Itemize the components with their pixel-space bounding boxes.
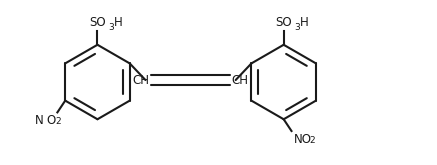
Text: H: H <box>114 16 123 29</box>
Text: SO: SO <box>275 16 292 29</box>
Text: CH: CH <box>132 74 149 87</box>
Text: H: H <box>300 16 309 29</box>
Text: 3: 3 <box>295 23 300 32</box>
Text: O: O <box>46 114 55 127</box>
Text: N: N <box>35 114 44 127</box>
Text: NO: NO <box>294 133 312 146</box>
Text: 3: 3 <box>108 23 114 32</box>
Text: CH: CH <box>232 74 249 87</box>
Text: 2: 2 <box>55 117 61 126</box>
Text: SO: SO <box>89 16 106 29</box>
Text: 2: 2 <box>309 136 315 145</box>
